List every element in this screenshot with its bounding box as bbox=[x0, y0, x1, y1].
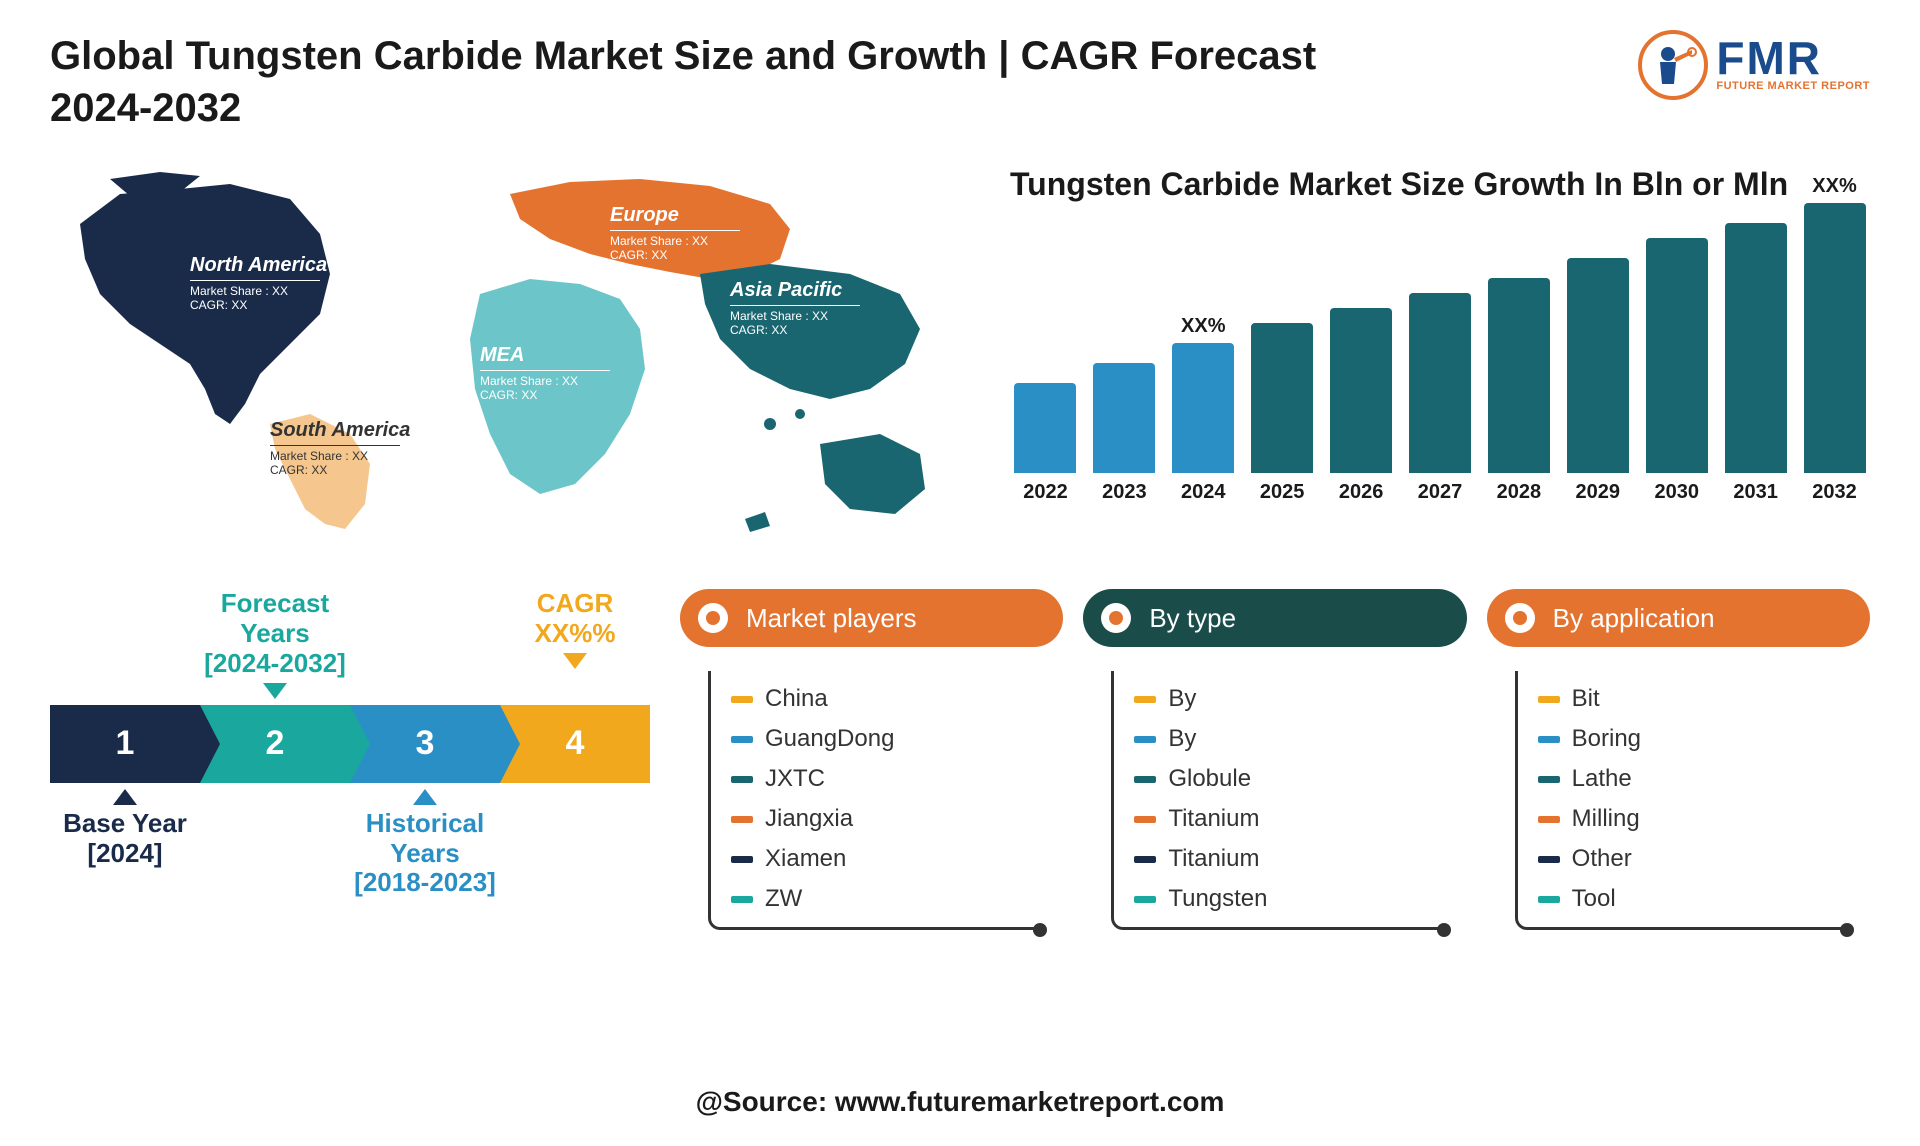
bar-2026: 2026 bbox=[1326, 308, 1397, 504]
bar-2027: 2027 bbox=[1405, 293, 1476, 504]
bar-2031: 2031 bbox=[1720, 223, 1791, 504]
category-item: Other bbox=[1538, 839, 1850, 879]
category-item: Xiamen bbox=[731, 839, 1043, 879]
category-item: China bbox=[731, 679, 1043, 719]
category-item: Bit bbox=[1538, 679, 1850, 719]
logo-icon bbox=[1638, 30, 1708, 100]
category-item: JXTC bbox=[731, 759, 1043, 799]
bar-2028: 2028 bbox=[1483, 278, 1554, 504]
bar-2029: 2029 bbox=[1562, 258, 1633, 504]
header: Global Tungsten Carbide Market Size and … bbox=[50, 30, 1870, 134]
timeline-top-label: CAGRXX%% bbox=[500, 589, 650, 699]
category-item: GuangDong bbox=[731, 719, 1043, 759]
category-pill: .pill-dot::after{background:#1a4d4a}By t… bbox=[1083, 589, 1466, 647]
category-pill: .pill-dot::after{background:#e57330}Mark… bbox=[680, 589, 1063, 647]
timeline: Forecast Years[2024-2032] CAGRXX%% 1234 B… bbox=[50, 589, 650, 930]
chart-bars: 20222023XX%20242025202620272028202920302… bbox=[1010, 224, 1870, 504]
category-market-players: .pill-dot::after{background:#e57330}Mark… bbox=[680, 589, 1063, 930]
category-list: ChinaGuangDongJXTCJiangxiaXiamenZW bbox=[708, 671, 1043, 930]
timeline-top-label: Forecast Years[2024-2032] bbox=[200, 589, 350, 699]
bar-2030: 2030 bbox=[1641, 238, 1712, 504]
region-label-mea: MEAMarket Share : XXCAGR: XX bbox=[480, 344, 610, 402]
category-item: Titanium bbox=[1134, 799, 1446, 839]
logo-subtitle: FUTURE MARKET REPORT bbox=[1716, 80, 1870, 92]
category-item: Milling bbox=[1538, 799, 1850, 839]
timeline-segment-2: 2 bbox=[200, 705, 350, 783]
category-item: By bbox=[1134, 679, 1446, 719]
bar-2025: 2025 bbox=[1247, 323, 1318, 504]
region-label-europe: EuropeMarket Share : XXCAGR: XX bbox=[610, 204, 740, 262]
timeline-bottom-label: Historical Years[2018-2023] bbox=[350, 789, 500, 899]
category-item: Boring bbox=[1538, 719, 1850, 759]
category-item: By bbox=[1134, 719, 1446, 759]
category-item: Tungsten bbox=[1134, 879, 1446, 919]
region-label-asia-pacific: Asia PacificMarket Share : XXCAGR: XX bbox=[730, 279, 860, 337]
category-pill: .pill-dot::after{background:#e57330}By a… bbox=[1487, 589, 1870, 647]
bar-chart: Tungsten Carbide Market Size Growth In B… bbox=[1010, 164, 1870, 539]
region-label-south-america: South AmericaMarket Share : XXCAGR: XX bbox=[270, 419, 410, 477]
category-by-type: .pill-dot::after{background:#1a4d4a}By t… bbox=[1083, 589, 1466, 930]
category-by-application: .pill-dot::after{background:#e57330}By a… bbox=[1487, 589, 1870, 930]
page-title: Global Tungsten Carbide Market Size and … bbox=[50, 30, 1350, 134]
category-item: Globule bbox=[1134, 759, 1446, 799]
timeline-segment-1: 1 bbox=[50, 705, 200, 783]
timeline-segment-3: 3 bbox=[350, 705, 500, 783]
bar-2024: XX%2024 bbox=[1168, 343, 1239, 504]
category-item: Tool bbox=[1538, 879, 1850, 919]
bar-2023: 2023 bbox=[1089, 363, 1160, 504]
bar-2032: XX%2032 bbox=[1799, 203, 1870, 504]
region-label-north-america: North AmericaMarket Share : XXCAGR: XX bbox=[190, 254, 327, 312]
source-attribution: @Source: www.futuremarketreport.com bbox=[696, 1086, 1225, 1118]
category-item: Titanium bbox=[1134, 839, 1446, 879]
category-list: ByByGlobuleTitaniumTitaniumTungsten bbox=[1111, 671, 1446, 930]
bar-2022: 2022 bbox=[1010, 383, 1081, 504]
timeline-segment-4: 4 bbox=[500, 705, 650, 783]
timeline-bottom-label: Base Year[2024] bbox=[50, 789, 200, 899]
category-item: Jiangxia bbox=[731, 799, 1043, 839]
world-map: North AmericaMarket Share : XXCAGR: XX So… bbox=[50, 164, 970, 539]
chart-title: Tungsten Carbide Market Size Growth In B… bbox=[1010, 164, 1870, 204]
category-item: Lathe bbox=[1538, 759, 1850, 799]
category-item: ZW bbox=[731, 879, 1043, 919]
category-list: BitBoringLatheMillingOtherTool bbox=[1515, 671, 1850, 930]
logo-fmr-text: FMR bbox=[1716, 38, 1870, 79]
fmr-logo: FMR FUTURE MARKET REPORT bbox=[1638, 30, 1870, 100]
